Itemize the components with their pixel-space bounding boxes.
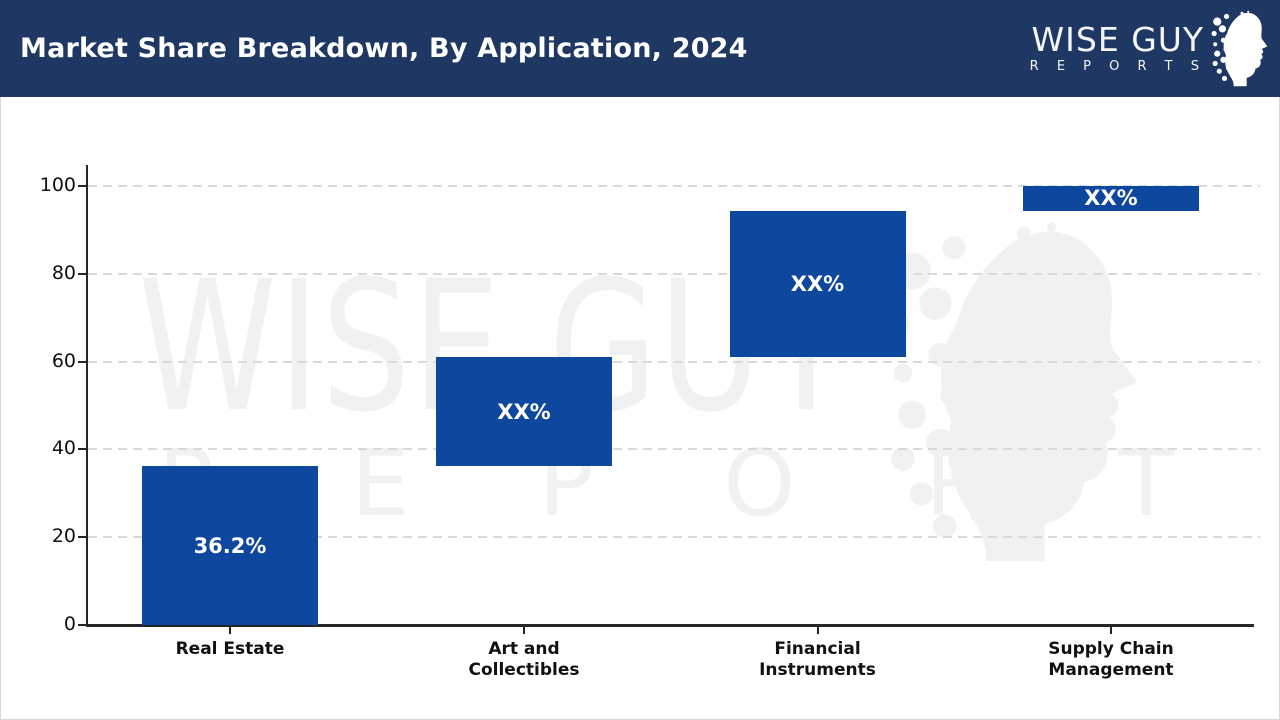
y-tick-label: 100 <box>39 174 76 196</box>
y-tick <box>78 272 87 275</box>
bar-value-label: XX% <box>497 399 551 424</box>
x-tick-label-line: Financial <box>774 639 861 659</box>
x-tick-label-line: Instruments <box>759 660 876 680</box>
x-axis <box>86 624 1254 627</box>
wiseguy-logo-name: WISE GUY <box>1031 20 1205 60</box>
gridline <box>88 536 1260 539</box>
bar-value-label: 36.2% <box>193 533 267 558</box>
x-tick-label: Art and Collectibles <box>409 639 639 681</box>
page-title: Market Share Breakdown, By Application, … <box>20 33 748 64</box>
x-tick-label-line: Art and <box>488 639 560 659</box>
bar-segment: XX% <box>729 210 906 358</box>
bar-value-label: XX% <box>790 271 845 296</box>
x-tick-label: Financial Instruments <box>703 639 933 681</box>
x-tick <box>523 626 525 634</box>
bar-segment: XX% <box>436 357 612 467</box>
y-tick <box>78 360 87 363</box>
y-tick-label: 40 <box>51 437 76 460</box>
x-tick-label-line: Management <box>1048 660 1174 680</box>
x-tick-label-line: Real Estate <box>175 639 285 659</box>
y-tick-label: 20 <box>51 525 76 548</box>
x-tick <box>816 626 819 634</box>
y-tick-label: 0 <box>63 613 76 635</box>
x-tick-label-line: Collectibles <box>468 660 580 680</box>
y-tick <box>78 185 87 187</box>
gridline <box>88 185 1260 187</box>
bar-segment: XX% <box>1023 186 1199 211</box>
y-tick-label: 60 <box>51 349 76 372</box>
wiseguy-logo-sub: R E P O R T S <box>1029 58 1206 74</box>
header-bar: Market Share Breakdown, By Application, … <box>0 0 1280 97</box>
x-tick-label-line: Supply Chain <box>1048 639 1174 659</box>
gridline <box>88 360 1260 363</box>
y-tick <box>78 536 87 539</box>
gridline <box>88 272 1260 275</box>
x-tick-label: Supply Chain Management <box>996 639 1226 681</box>
bar-segment: 36.2% <box>142 466 318 625</box>
x-tick <box>1110 626 1112 634</box>
wiseguy-logo: WISE GUY R E P O R T S <box>1030 10 1272 88</box>
y-tick <box>78 448 87 451</box>
wiseguy-logo-text: WISE GUY R E P O R T S <box>1030 23 1206 74</box>
x-tick <box>229 626 231 634</box>
bar-value-label: XX% <box>1084 186 1138 211</box>
gridline <box>88 448 1260 451</box>
wiseguy-face-icon <box>1210 10 1272 88</box>
x-tick-label: Real Estate <box>115 639 345 660</box>
y-tick-label: 80 <box>51 261 76 284</box>
y-axis <box>86 165 88 626</box>
y-tick <box>78 624 87 626</box>
